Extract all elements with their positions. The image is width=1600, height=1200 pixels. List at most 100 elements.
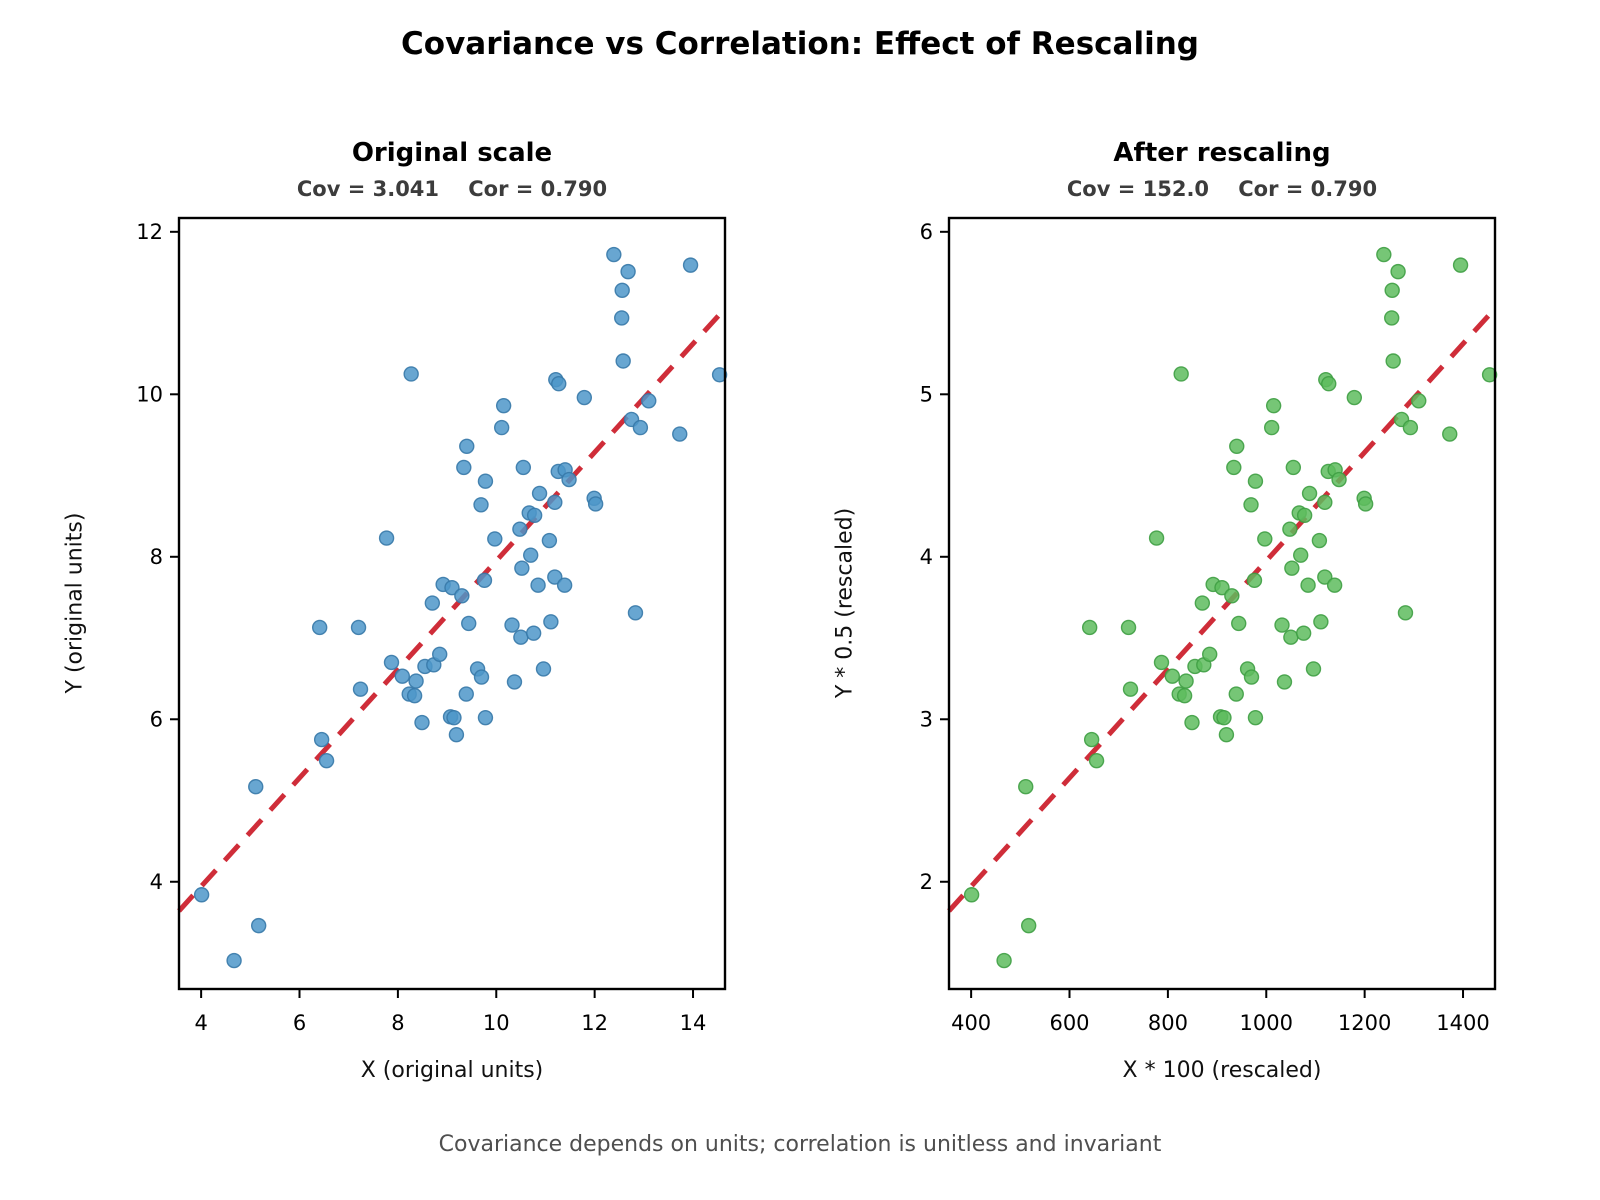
data-point — [587, 496, 604, 512]
y-tick-label: 4 — [920, 545, 933, 569]
data-point — [311, 619, 328, 636]
data-point — [226, 952, 242, 969]
data-point — [523, 547, 539, 563]
y-tick-label: 8 — [150, 545, 163, 569]
data-point — [1228, 686, 1244, 702]
data-point — [1384, 310, 1400, 326]
data-point — [1184, 714, 1200, 731]
data-point — [1265, 397, 1282, 414]
data-point — [487, 531, 503, 547]
x-tick-label: 14 — [680, 1011, 707, 1035]
data-point — [614, 310, 630, 326]
data-point — [461, 615, 477, 632]
data-point — [1176, 688, 1193, 704]
data-point — [1385, 353, 1401, 369]
data-point — [424, 595, 441, 611]
data-point — [1402, 419, 1419, 436]
data-point — [541, 532, 558, 549]
data-point — [535, 661, 552, 677]
data-point — [313, 731, 330, 748]
data-point — [1229, 438, 1245, 454]
data-point — [1481, 367, 1498, 383]
panel-title-original: Original scale — [351, 138, 553, 168]
data-point — [1283, 629, 1299, 645]
data-point — [530, 577, 546, 593]
data-point — [446, 709, 462, 726]
data-point — [1331, 471, 1347, 488]
data-point — [1274, 617, 1290, 633]
y-tick-label: 6 — [150, 707, 163, 731]
data-point — [1301, 485, 1318, 502]
data-point — [250, 917, 267, 934]
data-point — [1243, 497, 1259, 513]
data-point — [576, 389, 593, 406]
data-point — [641, 393, 657, 409]
data-point — [1311, 532, 1328, 549]
data-point — [448, 727, 465, 743]
data-point — [561, 471, 577, 488]
data-point — [248, 779, 264, 795]
panel-subtitle-rescaled: Cov = 152.0 Cor = 0.790 — [1066, 177, 1378, 201]
panel-header-original: Original scale Cov = 3.041 Cor = 0.790 — [179, 138, 725, 201]
data-point — [531, 485, 548, 502]
data-point — [1020, 917, 1037, 934]
x-axis-label-rescaled: X * 100 (rescaled) — [1122, 1058, 1322, 1083]
panel-header-rescaled: After rescaling Cov = 152.0 Cor = 0.790 — [949, 138, 1495, 201]
data-point — [1282, 521, 1298, 537]
data-point — [318, 753, 335, 769]
data-point — [476, 572, 493, 589]
data-point — [513, 629, 529, 645]
data-point — [408, 673, 424, 689]
data-point — [1397, 605, 1414, 621]
x-tick-label: 10 — [483, 1011, 510, 1035]
panel-subtitle-original: Cov = 3.041 Cor = 0.790 — [296, 177, 608, 201]
data-point — [1257, 531, 1273, 547]
data-point — [1214, 579, 1230, 596]
data-point — [1346, 389, 1363, 406]
plot-border — [947, 216, 1497, 991]
data-point — [459, 438, 475, 454]
data-point — [1083, 731, 1100, 748]
y-tick-label: 2 — [920, 870, 933, 894]
data-point — [672, 426, 688, 442]
data-point — [1293, 547, 1309, 563]
x-tick-label: 8 — [391, 1011, 404, 1035]
data-point — [414, 714, 430, 731]
data-point — [1226, 459, 1242, 476]
data-point — [454, 588, 470, 604]
data-point — [1246, 572, 1263, 589]
panel-title-rescaled: After rescaling — [1113, 138, 1331, 168]
data-point — [1247, 473, 1264, 489]
data-point — [1243, 669, 1260, 685]
data-point — [1216, 709, 1232, 726]
data-point — [458, 686, 474, 702]
data-point — [1326, 577, 1343, 593]
data-point — [526, 507, 543, 524]
data-point — [996, 952, 1012, 969]
data-point — [682, 257, 699, 273]
data-point — [1305, 661, 1322, 677]
data-point — [632, 419, 649, 436]
data-point — [1088, 753, 1105, 769]
data-point — [525, 625, 542, 641]
data-point — [606, 246, 622, 263]
x-tick-label: 800 — [1148, 1011, 1188, 1035]
data-point — [711, 367, 728, 383]
y-axis-label-rescaled: Y * 0.5 (rescaled) — [832, 507, 858, 699]
x-tick-label: 600 — [1049, 1011, 1089, 1035]
data-point — [1384, 282, 1400, 299]
y-tick-label: 3 — [920, 707, 933, 731]
data-point — [963, 887, 980, 903]
data-point — [350, 619, 367, 636]
data-point — [1081, 619, 1098, 636]
data-point — [1276, 674, 1293, 690]
x-tick-label: 12 — [581, 1011, 608, 1035]
data-point — [444, 579, 460, 596]
y-tick-label: 12 — [136, 220, 163, 244]
data-point — [1173, 366, 1189, 382]
data-point — [403, 366, 419, 382]
data-point — [352, 681, 369, 697]
data-point — [504, 617, 520, 633]
data-point — [1313, 614, 1329, 630]
